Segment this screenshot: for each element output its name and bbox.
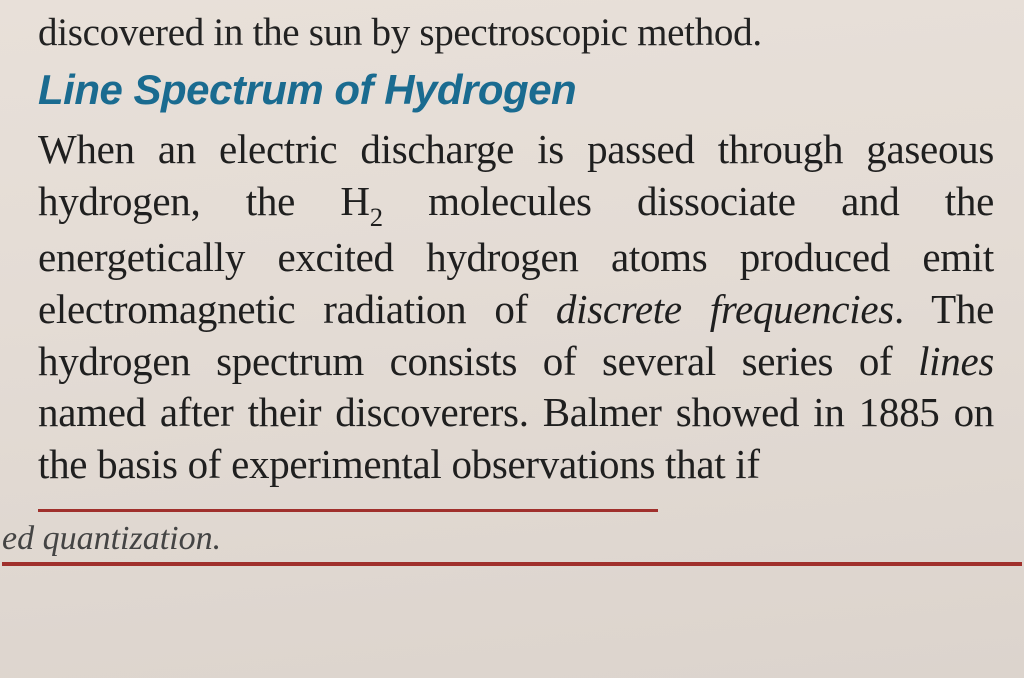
subscript-2: 2 (370, 202, 383, 232)
fragment-previous-line: discovered in the sun by spectroscopic m… (38, 8, 994, 58)
body-paragraph: When an electric discharge is passed thr… (38, 124, 994, 491)
section-heading: Line Spectrum of Hydrogen (38, 66, 994, 114)
italic-discrete-frequencies: discrete frequencies (556, 286, 894, 332)
divider-top (38, 509, 658, 512)
body-part4: named after their discoverers. Balmer sh… (38, 389, 994, 487)
italic-lines: lines (918, 338, 994, 384)
footer-fragment: ed quantization. (2, 520, 994, 558)
divider-bottom (2, 562, 1022, 566)
page-content: discovered in the sun by spectroscopic m… (0, 0, 1024, 566)
